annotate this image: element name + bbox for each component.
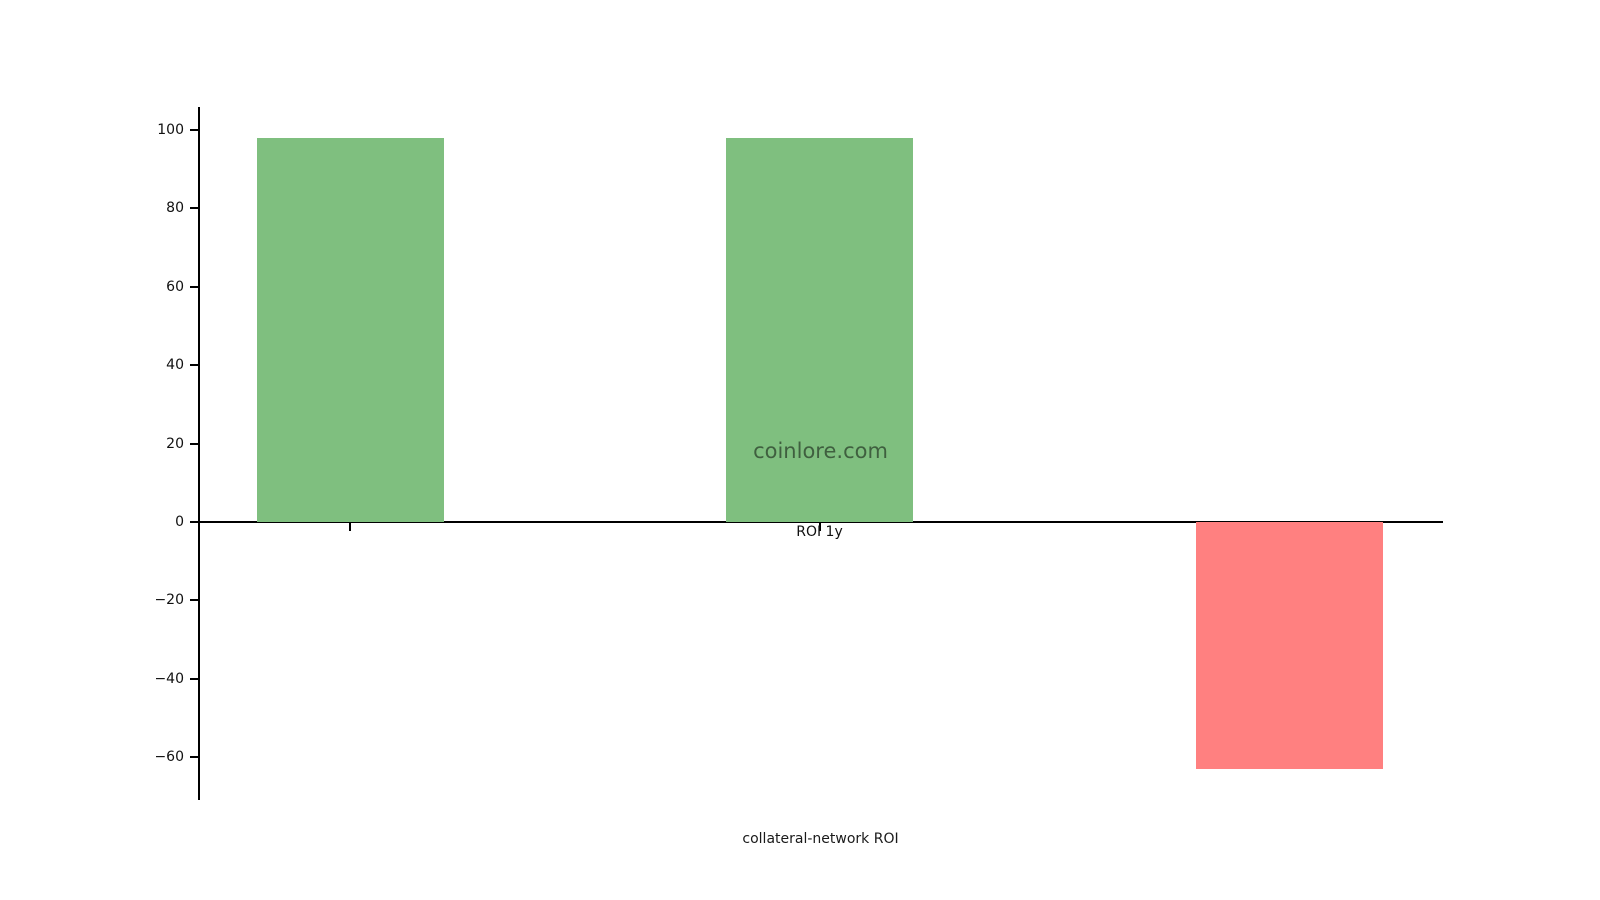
y-tick-label: −60 <box>154 749 184 766</box>
y-tick-mark <box>190 129 198 131</box>
y-tick-label: −20 <box>154 592 184 609</box>
y-tick-mark <box>190 677 198 680</box>
x-tick-mark <box>349 522 351 531</box>
x-tick-mark <box>818 522 821 531</box>
x-axis-zero-line <box>198 521 1443 523</box>
y-tick-label: 60 <box>166 278 184 295</box>
y-tick-mark <box>190 442 198 445</box>
y-tick-mark <box>190 364 198 367</box>
y-tick-label: 80 <box>166 200 184 217</box>
x-tick-label: ROI 1y <box>796 524 843 540</box>
positive-roi-bar <box>726 137 913 522</box>
y-tick-mark <box>190 285 198 288</box>
y-tick-label: −40 <box>154 670 184 687</box>
chart-title: collateral-network ROI <box>742 831 899 847</box>
y-axis-line <box>198 107 200 800</box>
y-tick-mark <box>190 599 198 602</box>
negative-roi-bar <box>1196 522 1383 769</box>
y-tick-label: 20 <box>166 435 184 452</box>
positive-roi-bar <box>256 137 444 522</box>
y-tick-mark <box>190 756 198 759</box>
y-tick-mark <box>190 521 198 523</box>
y-tick-mark <box>190 207 198 210</box>
y-tick-label: 40 <box>166 357 184 374</box>
y-tick-label: 100 <box>157 122 184 138</box>
y-tick-label: 0 <box>175 514 184 530</box>
watermark-text: coinlore.com <box>753 439 888 463</box>
